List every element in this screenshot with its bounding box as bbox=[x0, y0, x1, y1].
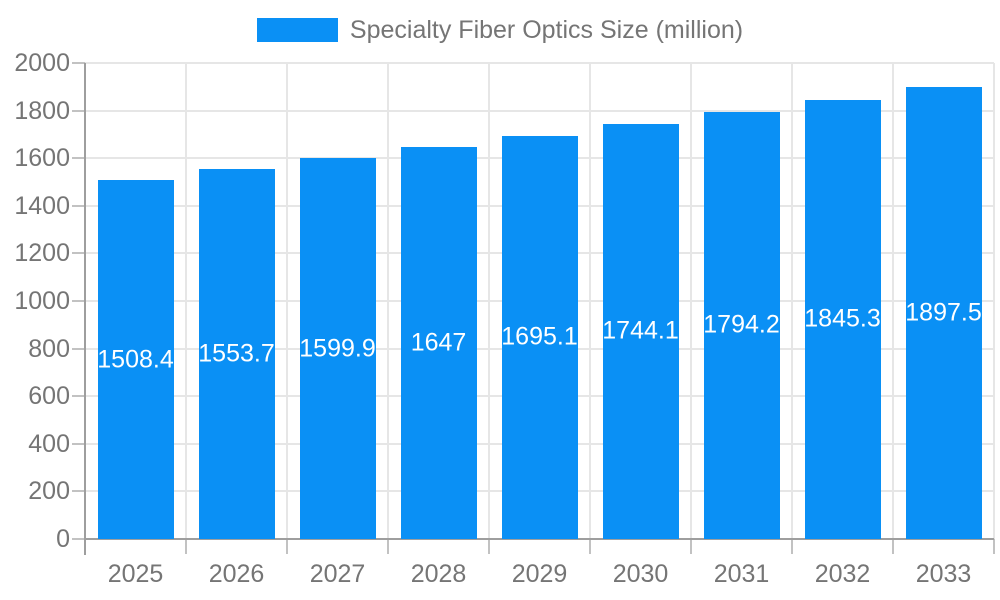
x-axis-tick-label: 2028 bbox=[410, 560, 467, 588]
x-axis-tick-label: 2030 bbox=[612, 560, 669, 588]
gridline bbox=[488, 63, 490, 539]
x-axis-tick bbox=[488, 539, 490, 554]
y-axis-line bbox=[84, 63, 86, 555]
y-axis-tick bbox=[72, 490, 85, 493]
bar[interactable] bbox=[400, 147, 477, 539]
bar[interactable] bbox=[602, 123, 679, 539]
x-axis-tick bbox=[892, 539, 894, 554]
gridline bbox=[286, 63, 288, 539]
x-axis-tick bbox=[993, 539, 995, 554]
x-axis-tick bbox=[185, 539, 187, 554]
bar[interactable] bbox=[501, 135, 578, 539]
gridline bbox=[185, 63, 187, 539]
gridline bbox=[690, 63, 692, 539]
bar-value-label: 1647 bbox=[410, 328, 467, 357]
y-axis-tick bbox=[72, 157, 85, 160]
y-axis-tick-label: 2000 bbox=[14, 49, 70, 77]
x-axis-line bbox=[85, 538, 994, 540]
y-axis-tick-label: 200 bbox=[28, 477, 70, 506]
x-axis-tick-label: 2031 bbox=[713, 560, 770, 588]
bar[interactable] bbox=[198, 169, 275, 539]
x-axis-tick bbox=[690, 539, 692, 554]
gridline bbox=[85, 109, 994, 112]
gridline bbox=[892, 63, 894, 539]
x-axis-tick bbox=[791, 539, 793, 554]
x-axis-tick-label: 2029 bbox=[511, 560, 568, 588]
y-axis-tick-label: 1200 bbox=[14, 239, 70, 268]
y-axis-tick bbox=[72, 252, 85, 255]
bar-value-label: 1845.3 bbox=[804, 304, 881, 333]
bar-value-label: 1794.2 bbox=[703, 310, 780, 339]
gridline bbox=[589, 63, 591, 539]
y-axis-tick-label: 1800 bbox=[14, 96, 70, 125]
gridline bbox=[993, 63, 995, 539]
y-axis-tick bbox=[72, 109, 85, 112]
gridline bbox=[387, 63, 389, 539]
y-axis-tick-label: 600 bbox=[28, 382, 70, 411]
bar-value-label: 1508.4 bbox=[97, 345, 174, 373]
y-axis-tick-label: 0 bbox=[56, 525, 70, 553]
y-axis-tick bbox=[72, 204, 85, 207]
y-axis-tick bbox=[72, 395, 85, 398]
y-axis-tick bbox=[72, 62, 85, 64]
y-axis-tick bbox=[72, 347, 85, 350]
gridline bbox=[85, 62, 994, 64]
gridline bbox=[791, 63, 793, 539]
x-axis-tick-label: 2032 bbox=[814, 560, 871, 588]
bar[interactable] bbox=[299, 158, 376, 539]
x-axis-tick-label: 2026 bbox=[208, 560, 265, 588]
y-axis-tick-label: 800 bbox=[28, 334, 70, 363]
x-axis-tick bbox=[286, 539, 288, 554]
x-axis-tick-label: 2027 bbox=[309, 560, 366, 588]
legend-swatch-icon bbox=[256, 18, 338, 42]
x-axis-tick-label: 2025 bbox=[107, 560, 164, 588]
x-axis-tick bbox=[589, 539, 591, 554]
x-axis-tick bbox=[387, 539, 389, 554]
y-axis-tick bbox=[72, 442, 85, 445]
bar-value-label: 1695.1 bbox=[501, 322, 578, 351]
y-axis-tick-label: 1400 bbox=[14, 191, 70, 220]
y-axis-tick-label: 1000 bbox=[14, 287, 70, 315]
bar[interactable] bbox=[703, 111, 780, 539]
bar[interactable] bbox=[804, 99, 881, 539]
legend-label: Specialty Fiber Optics Size (million) bbox=[349, 16, 744, 44]
chart-legend[interactable]: Specialty Fiber Optics Size (million) bbox=[0, 15, 1000, 45]
y-axis-tick-label: 400 bbox=[28, 429, 70, 458]
bar-value-label: 1744.1 bbox=[602, 316, 679, 345]
bar-value-label: 1599.9 bbox=[299, 334, 376, 363]
y-axis-tick bbox=[72, 538, 85, 540]
bar[interactable] bbox=[97, 180, 174, 539]
x-axis-tick-label: 2033 bbox=[915, 560, 972, 588]
bar-value-label: 1897.5 bbox=[905, 298, 982, 327]
y-axis-tick bbox=[72, 300, 85, 302]
bar[interactable] bbox=[905, 87, 982, 539]
y-axis-tick-label: 1600 bbox=[14, 144, 70, 173]
bar-value-label: 1553.7 bbox=[198, 339, 275, 368]
